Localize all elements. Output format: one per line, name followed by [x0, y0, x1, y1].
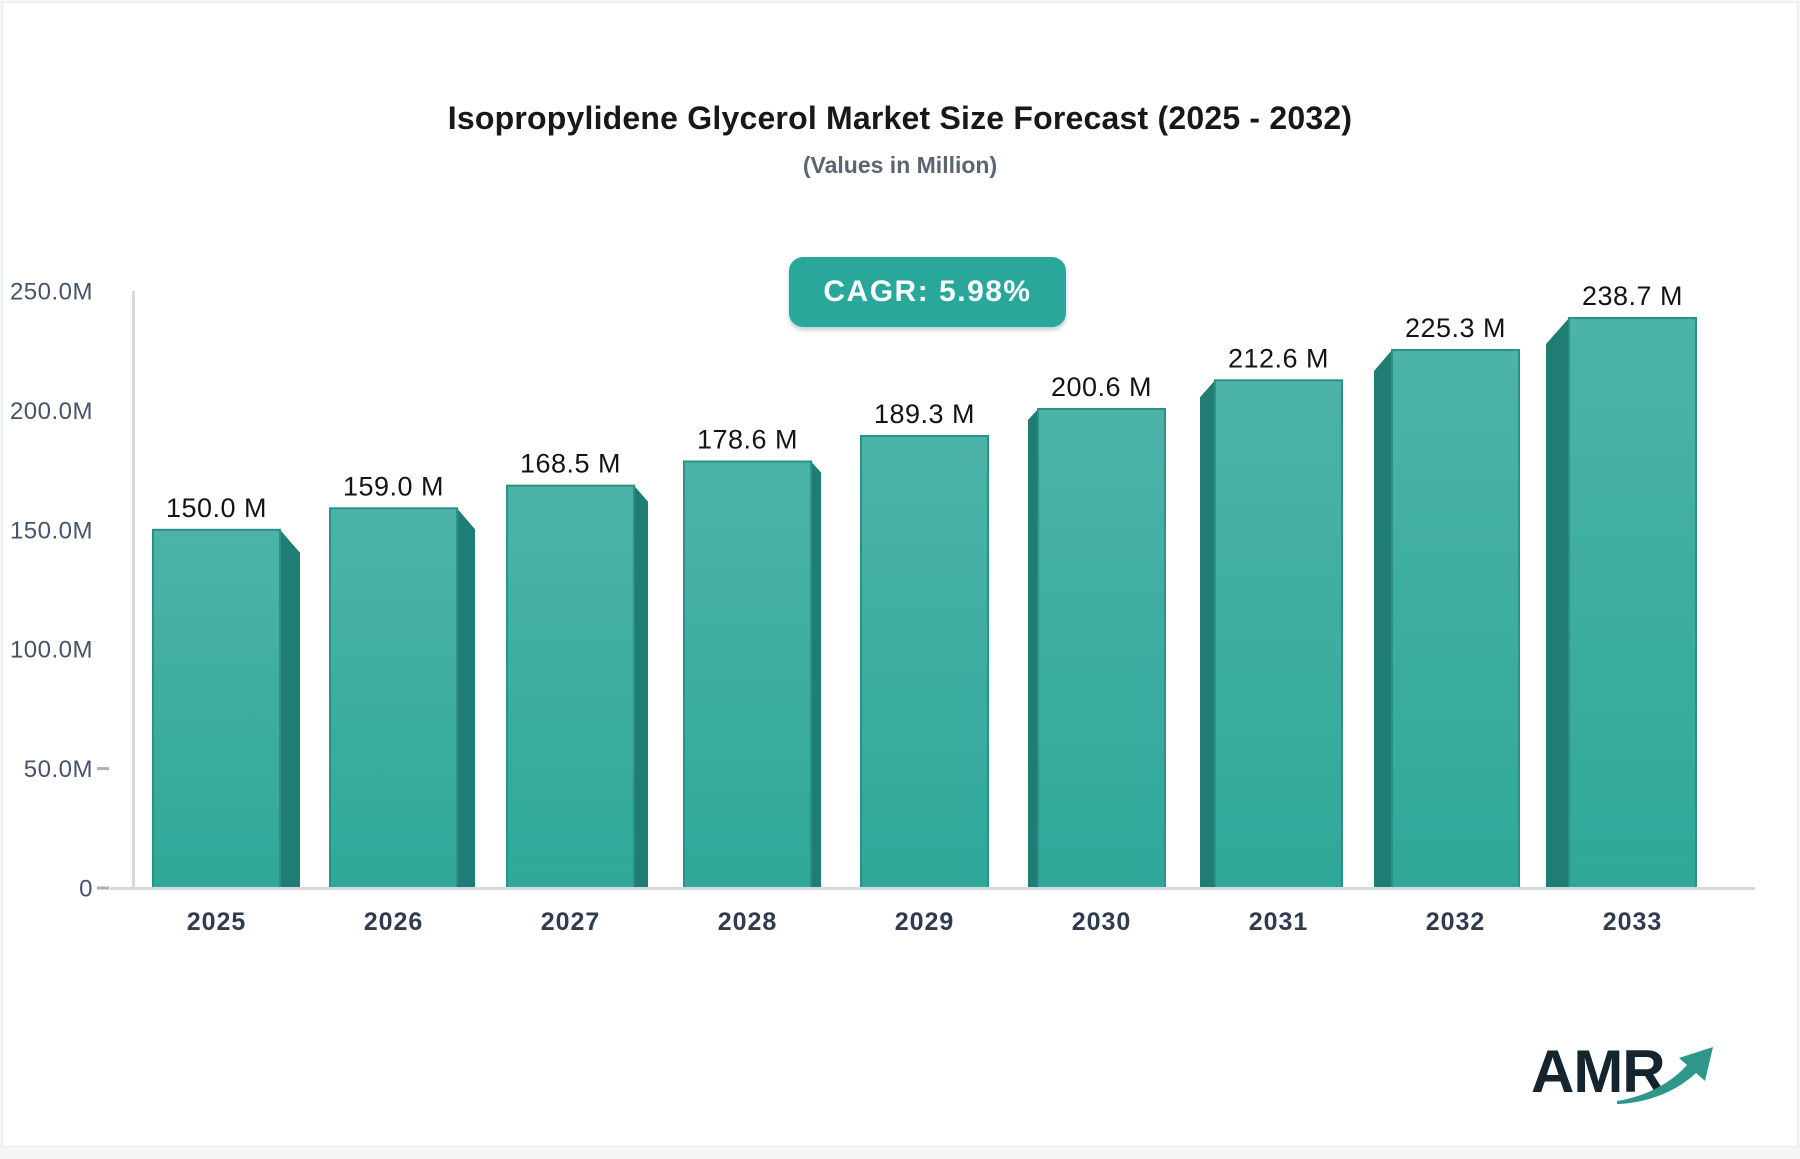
bar-side-face [634, 485, 648, 888]
bar [1037, 407, 1166, 889]
bar-value-label: 225.3 M [1405, 313, 1506, 343]
x-tick-label: 2031 [1249, 908, 1309, 936]
x-tick-label: 2029 [895, 908, 955, 936]
bar-value-label: 189.3 M [874, 399, 975, 429]
cagr-badge: CAGR: 5.98% [789, 257, 1066, 327]
bar-value-label: 212.6 M [1228, 343, 1329, 373]
x-tick-label: 2026 [364, 908, 424, 936]
y-tick-label: 50.0M [24, 756, 93, 783]
x-tick-label: 2028 [718, 908, 778, 936]
y-tick-dash [97, 886, 109, 890]
x-axis-line [110, 887, 1755, 890]
chart-subtitle: (Values in Million) [802, 152, 998, 178]
bar [1214, 379, 1343, 889]
x-tick-label: 2025 [187, 908, 247, 936]
y-tick-label: 200.0M [10, 398, 93, 425]
bar-value-label: 150.0 M [166, 493, 267, 523]
bar [1391, 348, 1520, 890]
bar-side-face [1374, 349, 1392, 888]
y-tick-dash [97, 767, 109, 771]
bar-chart-plot: 250.0M 200.0M 150.0M 100.0M 50.0M 0 150.0 M 202… [10, 279, 1755, 936]
bar [329, 507, 458, 889]
y-tick-label: 0 [79, 876, 93, 903]
bar-side-face [1200, 380, 1215, 888]
bar [683, 460, 812, 889]
bar [860, 434, 989, 889]
bar-value-label: 168.5 M [520, 449, 621, 479]
bar-value-label: 159.0 M [343, 471, 444, 501]
chart-title: Isopropylidene Glycerol Market Size Fore… [447, 100, 1353, 136]
cagr-badge-label: CAGR: 5.98% [823, 275, 1032, 308]
bar-side-face [1028, 408, 1038, 888]
y-tick-label: 100.0M [10, 637, 93, 664]
y-axis-line [132, 291, 135, 888]
growth-arrow-icon [1617, 1047, 1713, 1104]
x-tick-label: 2033 [1603, 908, 1663, 936]
y-tick-label: 150.0M [10, 517, 93, 544]
y-tick-label: 250.0M [10, 279, 93, 306]
bar-side-face [811, 461, 821, 888]
amr-logo: AMR [1531, 1041, 1721, 1111]
bar [152, 528, 281, 889]
bar-value-label: 200.6 M [1051, 372, 1152, 402]
bar [1568, 316, 1697, 890]
bar [506, 484, 635, 889]
x-tick-label: 2032 [1426, 908, 1486, 936]
x-tick-label: 2027 [541, 908, 601, 936]
amr-logo-text: AMR [1531, 1038, 1666, 1105]
x-tick-label: 2030 [1072, 908, 1132, 936]
bar-side-face [457, 508, 475, 888]
bar-side-face [1546, 317, 1569, 889]
bar-value-label: 178.6 M [697, 425, 798, 455]
bar-side-face [280, 529, 300, 888]
bar-value-label: 238.7 M [1582, 281, 1683, 311]
